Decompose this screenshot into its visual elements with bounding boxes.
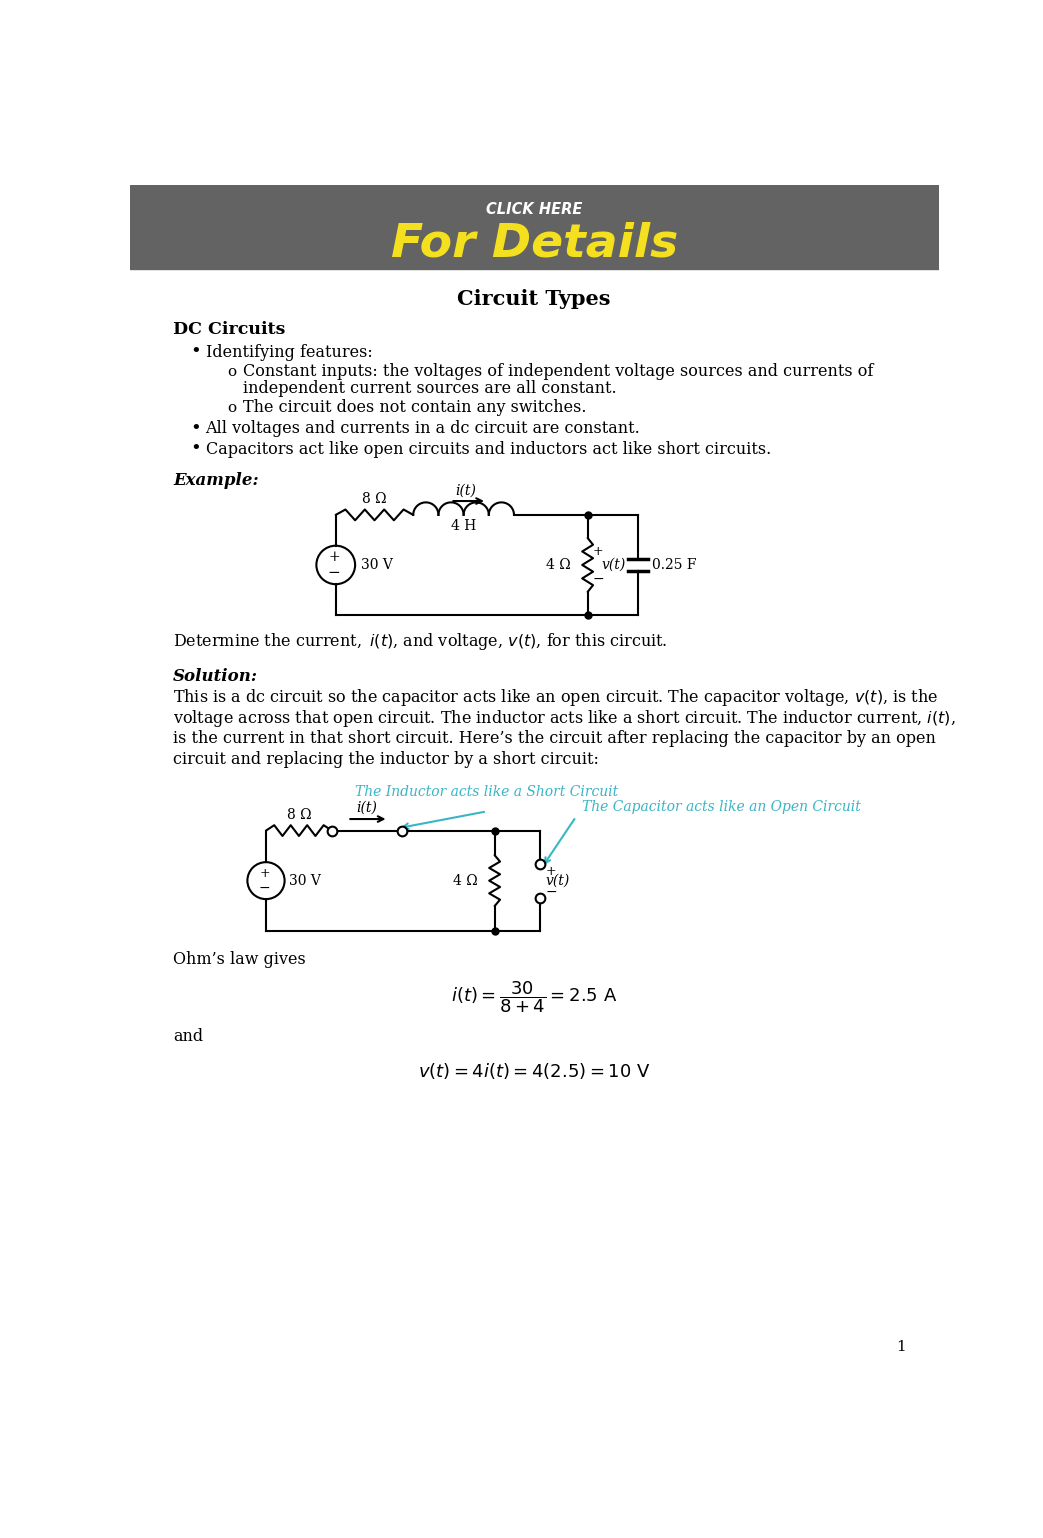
Text: −: − xyxy=(545,884,557,898)
Text: v(t): v(t) xyxy=(545,874,571,887)
Text: 8 Ω: 8 Ω xyxy=(287,807,312,823)
Text: 1: 1 xyxy=(897,1340,906,1355)
Text: i(t): i(t) xyxy=(357,800,378,815)
Text: All voltages and currents in a dc circuit are constant.: All voltages and currents in a dc circui… xyxy=(205,420,640,437)
Text: is the current in that short circuit. Here’s the circuit after replacing the cap: is the current in that short circuit. He… xyxy=(173,731,936,747)
Text: Solution:: Solution: xyxy=(173,667,258,684)
Text: Determine the current,  $i(t)$, and voltage, $v(t)$, for this circuit.: Determine the current, $i(t)$, and volta… xyxy=(173,632,668,652)
Text: Example:: Example: xyxy=(173,472,259,489)
Text: +: + xyxy=(259,867,270,880)
Text: Circuit Types: Circuit Types xyxy=(458,289,611,309)
Text: The Capacitor acts like an Open Circuit: The Capacitor acts like an Open Circuit xyxy=(582,800,862,815)
Text: Capacitors act like open circuits and inductors act like short circuits.: Capacitors act like open circuits and in… xyxy=(205,441,771,458)
Text: CLICK HERE: CLICK HERE xyxy=(486,203,582,217)
Text: 4 Ω: 4 Ω xyxy=(545,558,571,572)
Text: Ohm’s law gives: Ohm’s law gives xyxy=(173,952,306,969)
Text: o: o xyxy=(227,401,237,415)
Text: voltage across that open circuit. The inductor acts like a short circuit. The in: voltage across that open circuit. The in… xyxy=(173,707,955,729)
Text: +: + xyxy=(329,551,340,564)
Text: •: • xyxy=(190,420,201,438)
Text: −: − xyxy=(592,572,604,586)
Bar xyxy=(130,185,939,269)
Text: independent current sources are all constant.: independent current sources are all cons… xyxy=(243,380,616,397)
Text: circuit and replacing the inductor by a short circuit:: circuit and replacing the inductor by a … xyxy=(173,751,599,769)
Text: o: o xyxy=(227,365,237,378)
Text: 4 Ω: 4 Ω xyxy=(453,874,478,887)
Text: $v(t) = 4i(t) = 4(2.5) = 10\ \mathrm{V}$: $v(t) = 4i(t) = 4(2.5) = 10\ \mathrm{V}$ xyxy=(418,1061,651,1081)
Text: The circuit does not contain any switches.: The circuit does not contain any switche… xyxy=(243,400,586,417)
Text: i(t): i(t) xyxy=(456,483,477,497)
Text: 30 V: 30 V xyxy=(361,558,392,572)
Text: •: • xyxy=(190,440,201,458)
Text: v(t): v(t) xyxy=(602,558,626,572)
Text: Constant inputs: the voltages of independent voltage sources and currents of: Constant inputs: the voltages of indepen… xyxy=(243,363,873,380)
Text: −: − xyxy=(259,881,270,895)
Text: and: and xyxy=(173,1029,203,1046)
Text: −: − xyxy=(328,566,341,580)
Text: 0.25 F: 0.25 F xyxy=(652,558,697,572)
Text: +: + xyxy=(545,864,556,878)
Text: +: + xyxy=(592,544,603,558)
Text: Identifying features:: Identifying features: xyxy=(205,345,372,361)
Text: •: • xyxy=(190,343,201,361)
Text: DC Circuits: DC Circuits xyxy=(173,321,286,338)
Text: 30 V: 30 V xyxy=(289,874,321,887)
Text: This is a dc circuit so the capacitor acts like an open circuit. The capacitor v: This is a dc circuit so the capacitor ac… xyxy=(173,687,939,707)
Text: 8 Ω: 8 Ω xyxy=(362,492,387,506)
Text: 4 H: 4 H xyxy=(451,520,477,534)
Text: For Details: For Details xyxy=(390,221,678,266)
Text: The Inductor acts like a Short Circuit: The Inductor acts like a Short Circuit xyxy=(356,784,618,800)
Text: $i(t) = \dfrac{30}{8+4} = 2.5\ \mathrm{A}$: $i(t) = \dfrac{30}{8+4} = 2.5\ \mathrm{A… xyxy=(451,980,617,1015)
